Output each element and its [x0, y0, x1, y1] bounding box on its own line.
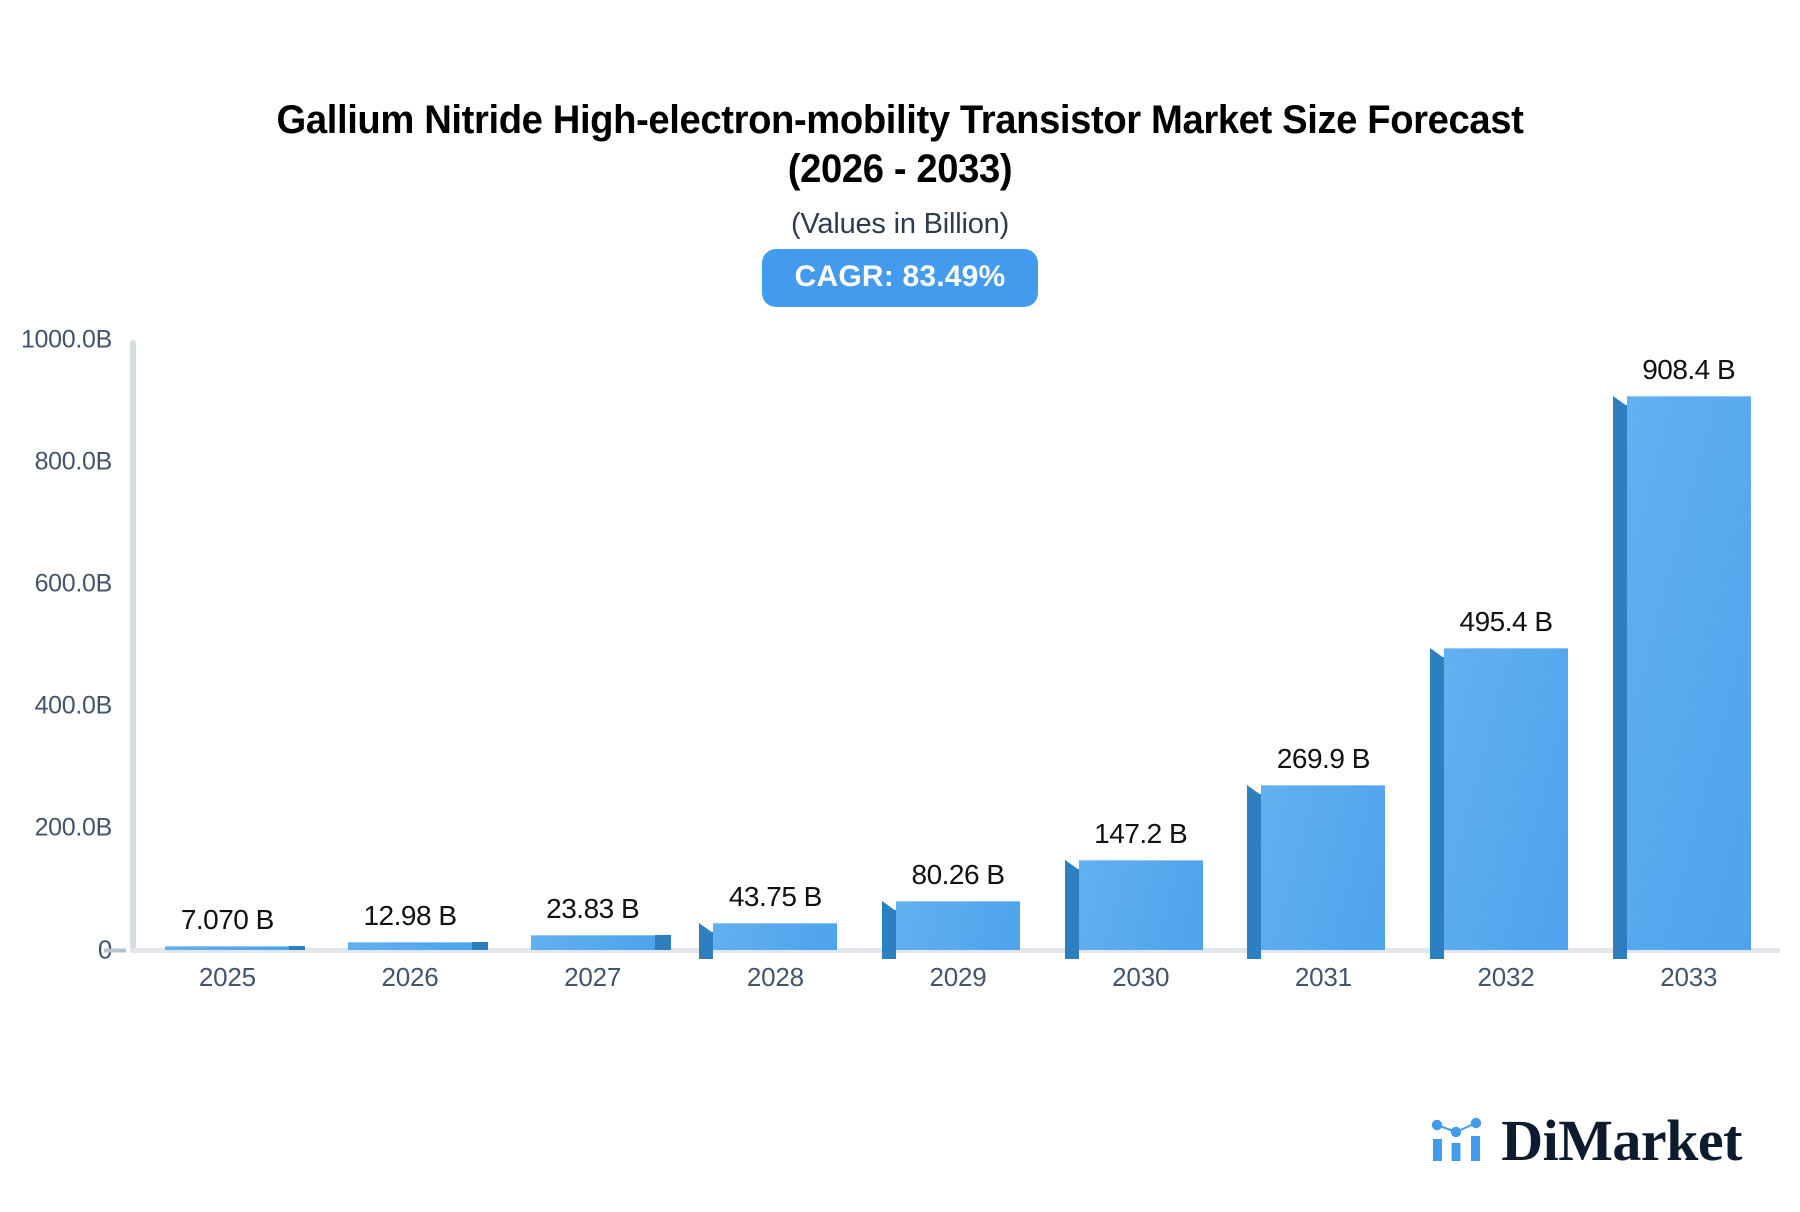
x-axis-tick-label: 2026 — [381, 962, 439, 992]
bar-front-face — [896, 901, 1021, 950]
bar-series: 7.070 B 12.98 B 23.83 B 43.75 B 80.26 B 147.2… — [136, 340, 1780, 959]
bar-slot: 908.4 B — [1597, 340, 1780, 959]
bar-top-cap — [882, 901, 897, 912]
y-axis-tick-label: 400.0B — [34, 691, 113, 720]
bar-chart-dots-icon — [1429, 1115, 1485, 1168]
bar[interactable]: 495.4 B — [1430, 606, 1569, 959]
bar-front-face — [1626, 395, 1751, 950]
bar-side-face — [1064, 869, 1079, 959]
bar-side-face — [1612, 404, 1627, 959]
bar-top-cap — [1247, 785, 1262, 796]
x-axis-tick-label: 2027 — [564, 962, 622, 992]
bar-value-label: 147.2 B — [1094, 818, 1188, 850]
x-axis-tick-label: 2029 — [929, 962, 987, 992]
bar[interactable]: 908.4 B — [1612, 354, 1751, 959]
bar-value-label: 12.98 B — [363, 900, 457, 932]
bar-value-label: 7.070 B — [180, 903, 275, 935]
bar-front-face — [165, 945, 290, 950]
bar-value-label: 269.9 B — [1276, 743, 1371, 775]
x-axis-tick-label: 2028 — [746, 962, 804, 992]
y-axis-tick-label: 800.0B — [34, 447, 113, 476]
bar-front-face — [713, 923, 838, 950]
bar[interactable]: 80.26 B — [882, 859, 1021, 959]
bar-slot: 12.98 B — [319, 340, 502, 950]
bar-front-face — [1444, 647, 1569, 950]
x-axis-tick-label: 2025 — [198, 962, 256, 992]
x-axis-tick-label: 2031 — [1294, 962, 1352, 992]
bar-slot: 80.26 B — [867, 340, 1050, 959]
chart-subtitle: (Values in Billion) — [790, 207, 1010, 240]
bar-top-cap — [1064, 860, 1079, 871]
bar-side-face — [699, 932, 714, 959]
bar-value-label: 908.4 B — [1642, 353, 1736, 385]
x-axis-tick-label: 2030 — [1112, 962, 1170, 992]
bar[interactable]: 23.83 B — [530, 893, 671, 950]
bar-front-face — [1261, 785, 1386, 950]
bar-slot: 43.75 B — [684, 340, 867, 959]
dimarket-logo: DiMarket — [1429, 1112, 1742, 1170]
bar-side-face-right — [654, 935, 671, 950]
y-axis-tick-label: 200.0B — [34, 813, 113, 842]
bar[interactable]: 147.2 B — [1064, 818, 1203, 959]
x-axis-tick-label: 2033 — [1660, 962, 1718, 992]
y-axis-line — [130, 340, 136, 952]
bar-front-face — [348, 942, 472, 950]
bar-value-label: 43.75 B — [728, 881, 823, 913]
bar-slot: 147.2 B — [1049, 340, 1232, 959]
x-axis-labels: 2025 2026 2027 2028 2029 2030 2031 2032 2033 — [136, 962, 1780, 993]
cagr-badge-wrapper: CAGR: 83.49% — [0, 248, 1800, 307]
bar-slot: 7.070 B — [136, 340, 319, 950]
bar-side-face — [1430, 656, 1445, 959]
bar[interactable]: 12.98 B — [348, 900, 488, 950]
logo-wordmark: DiMarket — [1501, 1108, 1742, 1173]
bar-value-label: 80.26 B — [911, 859, 1006, 891]
bar-top-cap — [699, 923, 714, 934]
bar-value-label: 495.4 B — [1459, 605, 1554, 637]
y-axis-ticks: 1000.0B 800.0B 600.0B 400.0B 200.0B 0 — [0, 0, 130, 1212]
bar[interactable]: 43.75 B — [699, 881, 838, 959]
y-axis-tick-mark — [104, 948, 126, 952]
bar-side-face — [882, 910, 897, 959]
chart-header: Gallium Nitride High-electron-mobility T… — [0, 96, 1800, 307]
bar-side-face-right — [289, 945, 306, 950]
bar-top-cap — [1430, 647, 1445, 658]
bar-front-face — [1078, 860, 1203, 950]
bar[interactable]: 7.070 B — [165, 904, 306, 950]
x-axis-baseline — [130, 948, 1780, 953]
bar[interactable]: 269.9 B — [1247, 743, 1386, 959]
y-axis-tick-label: 1000.0B — [20, 325, 112, 354]
bar-value-label: 23.83 B — [546, 893, 640, 925]
y-axis-tick-label: 600.0B — [34, 569, 113, 598]
bar-slot: 23.83 B — [501, 340, 684, 950]
bar-side-face — [1247, 794, 1262, 959]
page-title: Gallium Nitride High-electron-mobility T… — [276, 98, 1524, 191]
bar-slot: 269.9 B — [1232, 340, 1415, 959]
y-axis-tick-label: 0 — [98, 935, 126, 966]
bar-front-face — [530, 935, 655, 950]
bar-slot: 495.4 B — [1415, 340, 1598, 959]
bar-side-face-right — [472, 942, 488, 950]
bar-top-cap — [1612, 395, 1627, 406]
cagr-badge: CAGR: 83.49% — [761, 248, 1039, 307]
x-axis-tick-label: 2032 — [1477, 962, 1535, 992]
